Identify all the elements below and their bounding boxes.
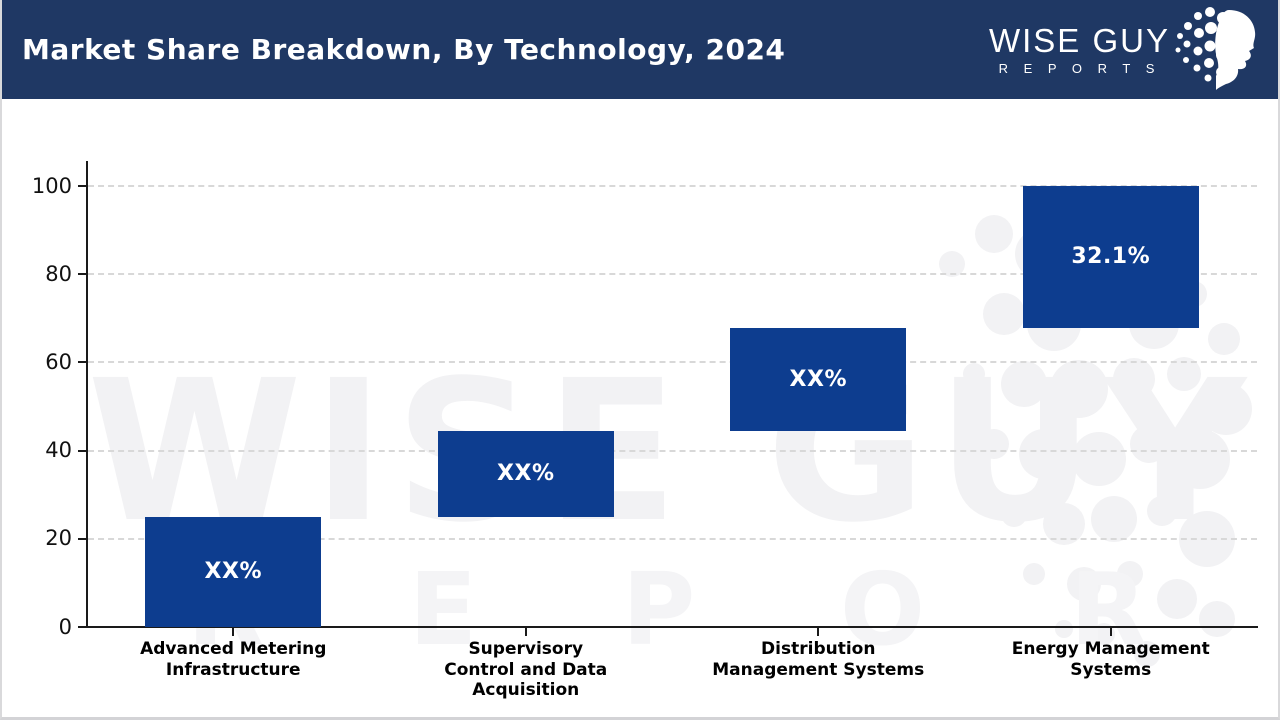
y-tick-mark xyxy=(78,537,87,540)
bar-value-label: XX% xyxy=(204,559,262,585)
gridline xyxy=(88,185,1257,187)
y-tick-mark xyxy=(78,361,87,364)
y-tick-label: 40 xyxy=(45,438,72,463)
gridline xyxy=(88,449,1257,452)
y-tick-label: 80 xyxy=(45,261,72,286)
x-tick-mark xyxy=(524,628,527,636)
logo-brand-subtitle: R E P O R T S xyxy=(998,61,1161,76)
y-axis-line xyxy=(86,161,88,628)
waterfall-bar: XX% xyxy=(730,327,907,431)
x-tick-mark xyxy=(232,628,235,636)
x-tick-mark xyxy=(817,628,820,636)
waterfall-bar: XX% xyxy=(437,430,614,517)
wise-guy-logo: WISE GUY R E P O R T S xyxy=(989,6,1258,94)
y-tick-mark xyxy=(78,273,87,276)
gridline xyxy=(88,537,1257,540)
gridline xyxy=(88,361,1257,364)
bar-value-label: XX% xyxy=(789,366,847,392)
bar-value-label: 32.1% xyxy=(1071,244,1151,270)
y-tick-label: 20 xyxy=(45,526,72,551)
wise-guy-face-icon xyxy=(1172,6,1258,94)
category-label: Energy Management Systems xyxy=(1011,639,1210,680)
waterfall-bar: 32.1% xyxy=(1022,186,1199,328)
header-bar: Market Share Breakdown, By Technology, 2… xyxy=(2,0,1278,99)
bar-value-label: XX% xyxy=(497,461,555,487)
page-title: Market Share Breakdown, By Technology, 2… xyxy=(22,33,786,66)
logo-brand-name: WISE GUY xyxy=(988,22,1170,59)
category-label: Supervisory Control and Data Acquisition xyxy=(444,639,608,701)
x-axis-line xyxy=(86,626,1258,628)
y-tick-label: 100 xyxy=(31,173,72,198)
chart-area: WISE GUY R E P O R T S 020406080100XX%Ad… xyxy=(2,99,1278,712)
y-tick-mark xyxy=(78,449,87,452)
y-tick-label: 60 xyxy=(45,349,72,374)
category-label: Advanced Metering Infrastructure xyxy=(140,639,327,680)
y-tick-mark xyxy=(78,626,87,628)
y-tick-mark xyxy=(78,185,87,187)
category-label: Distribution Management Systems xyxy=(712,639,925,680)
y-tick-label: 0 xyxy=(58,614,72,639)
logo-text: WISE GUY R E P O R T S xyxy=(989,24,1170,75)
gridline xyxy=(88,273,1257,276)
waterfall-bar: XX% xyxy=(145,516,322,627)
x-tick-mark xyxy=(1109,628,1112,636)
